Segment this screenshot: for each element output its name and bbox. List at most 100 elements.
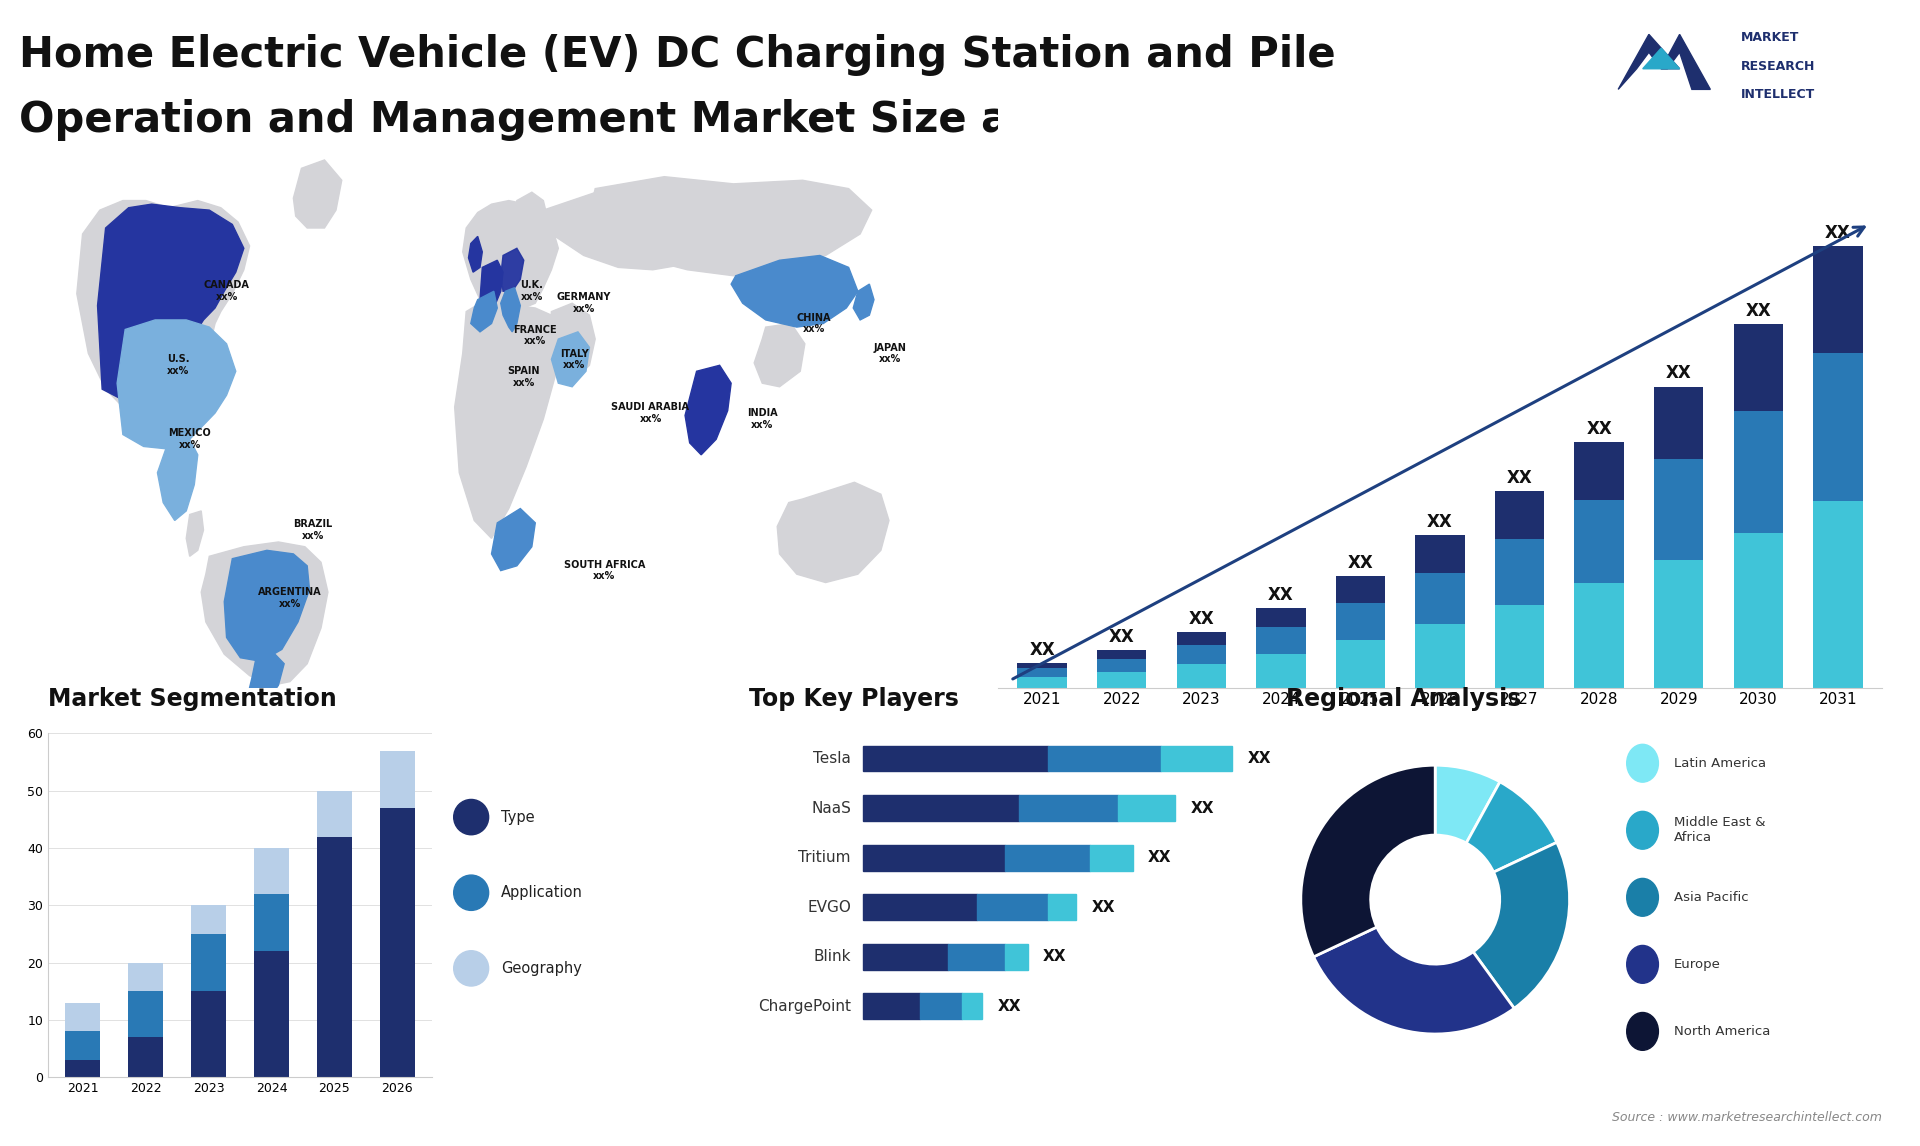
Text: XX: XX — [1043, 949, 1068, 964]
Bar — [864, 845, 1004, 871]
Text: XX: XX — [1148, 850, 1171, 865]
Bar — [192, 991, 227, 1077]
Bar — [129, 991, 163, 1037]
Polygon shape — [501, 288, 520, 332]
Bar — [962, 994, 983, 1019]
Circle shape — [453, 951, 488, 986]
Text: RESEARCH: RESEARCH — [1741, 60, 1816, 72]
Text: U.K.
xx%: U.K. xx% — [520, 281, 543, 303]
Bar — [192, 905, 227, 934]
Text: NaaS: NaaS — [810, 801, 851, 816]
Bar — [1162, 746, 1233, 771]
Text: CANADA
xx%: CANADA xx% — [204, 281, 250, 303]
Wedge shape — [1302, 766, 1436, 957]
Bar — [65, 1060, 100, 1077]
Bar — [1574, 442, 1624, 501]
Polygon shape — [1644, 48, 1680, 69]
Text: Type: Type — [501, 809, 536, 825]
Polygon shape — [77, 201, 250, 419]
Text: ARGENTINA
xx%: ARGENTINA xx% — [257, 587, 323, 609]
Bar — [192, 934, 227, 991]
Bar — [1256, 653, 1306, 688]
Circle shape — [453, 876, 488, 910]
Bar — [1256, 627, 1306, 653]
Bar — [1177, 665, 1227, 688]
Text: Middle East &
Africa: Middle East & Africa — [1674, 816, 1766, 845]
Polygon shape — [755, 323, 804, 386]
Polygon shape — [480, 260, 503, 315]
Bar — [1574, 501, 1624, 583]
Text: XX: XX — [1029, 641, 1054, 659]
Bar — [1812, 502, 1862, 688]
Text: XX: XX — [1826, 223, 1851, 242]
Bar — [1574, 583, 1624, 688]
Bar — [317, 837, 351, 1077]
Text: Blink: Blink — [814, 949, 851, 964]
Polygon shape — [470, 291, 497, 332]
Bar — [864, 795, 1020, 821]
Bar — [380, 808, 415, 1077]
Wedge shape — [1467, 782, 1557, 872]
Bar — [1096, 659, 1146, 672]
Text: SAUDI ARABIA
xx%: SAUDI ARABIA xx% — [611, 402, 689, 424]
Bar — [253, 951, 288, 1077]
Text: XX: XX — [1248, 751, 1271, 767]
Bar — [1734, 411, 1784, 533]
Bar — [1256, 607, 1306, 627]
Polygon shape — [1661, 34, 1711, 89]
Polygon shape — [1619, 34, 1680, 89]
Bar — [253, 894, 288, 951]
Bar — [1734, 324, 1784, 411]
Bar — [1119, 795, 1175, 821]
Text: CHINA
xx%: CHINA xx% — [797, 313, 831, 335]
Text: XX: XX — [1507, 469, 1532, 487]
Bar — [864, 746, 1048, 771]
Text: Latin America: Latin America — [1674, 756, 1766, 770]
Bar — [1018, 668, 1068, 677]
Polygon shape — [778, 482, 889, 582]
Text: Geography: Geography — [501, 960, 582, 976]
Text: ChargePoint: ChargePoint — [758, 998, 851, 1014]
Bar — [1653, 560, 1703, 688]
Circle shape — [1626, 745, 1659, 782]
Polygon shape — [501, 249, 524, 291]
Bar — [380, 751, 415, 808]
Circle shape — [1626, 945, 1659, 983]
Bar — [1177, 645, 1227, 665]
Bar — [1496, 605, 1544, 688]
Bar — [864, 894, 977, 920]
Text: FRANCE
xx%: FRANCE xx% — [513, 324, 557, 346]
Text: XX: XX — [1188, 610, 1213, 628]
Bar — [1336, 639, 1384, 688]
Text: Europe: Europe — [1674, 958, 1720, 971]
Text: Application: Application — [501, 885, 584, 901]
Bar — [253, 848, 288, 894]
Text: Tesla: Tesla — [812, 751, 851, 767]
Text: U.S.
xx%: U.S. xx% — [167, 354, 190, 376]
Wedge shape — [1434, 766, 1500, 843]
Bar — [977, 894, 1048, 920]
Text: XX: XX — [1427, 513, 1453, 532]
Circle shape — [1626, 811, 1659, 849]
Bar — [1018, 664, 1068, 668]
Circle shape — [1626, 879, 1659, 917]
Text: JAPAN
xx%: JAPAN xx% — [874, 343, 906, 364]
Bar — [1415, 535, 1465, 573]
Bar — [1048, 746, 1162, 771]
Text: BRAZIL
xx%: BRAZIL xx% — [294, 519, 332, 541]
Text: ITALY
xx%: ITALY xx% — [561, 348, 589, 370]
Text: INTELLECT: INTELLECT — [1741, 88, 1814, 101]
Text: XX: XX — [1267, 586, 1294, 604]
Polygon shape — [186, 511, 204, 556]
Text: XX: XX — [998, 998, 1021, 1014]
Polygon shape — [852, 284, 874, 320]
Bar — [920, 994, 962, 1019]
Bar — [1004, 944, 1027, 970]
Bar — [1004, 845, 1091, 871]
Text: XX: XX — [1586, 419, 1613, 438]
Text: Source : www.marketresearchintellect.com: Source : www.marketresearchintellect.com — [1611, 1110, 1882, 1124]
Bar — [1048, 894, 1075, 920]
Polygon shape — [589, 176, 872, 276]
Text: Home Electric Vehicle (EV) DC Charging Station and Pile: Home Electric Vehicle (EV) DC Charging S… — [19, 34, 1336, 77]
Bar — [1812, 246, 1862, 353]
